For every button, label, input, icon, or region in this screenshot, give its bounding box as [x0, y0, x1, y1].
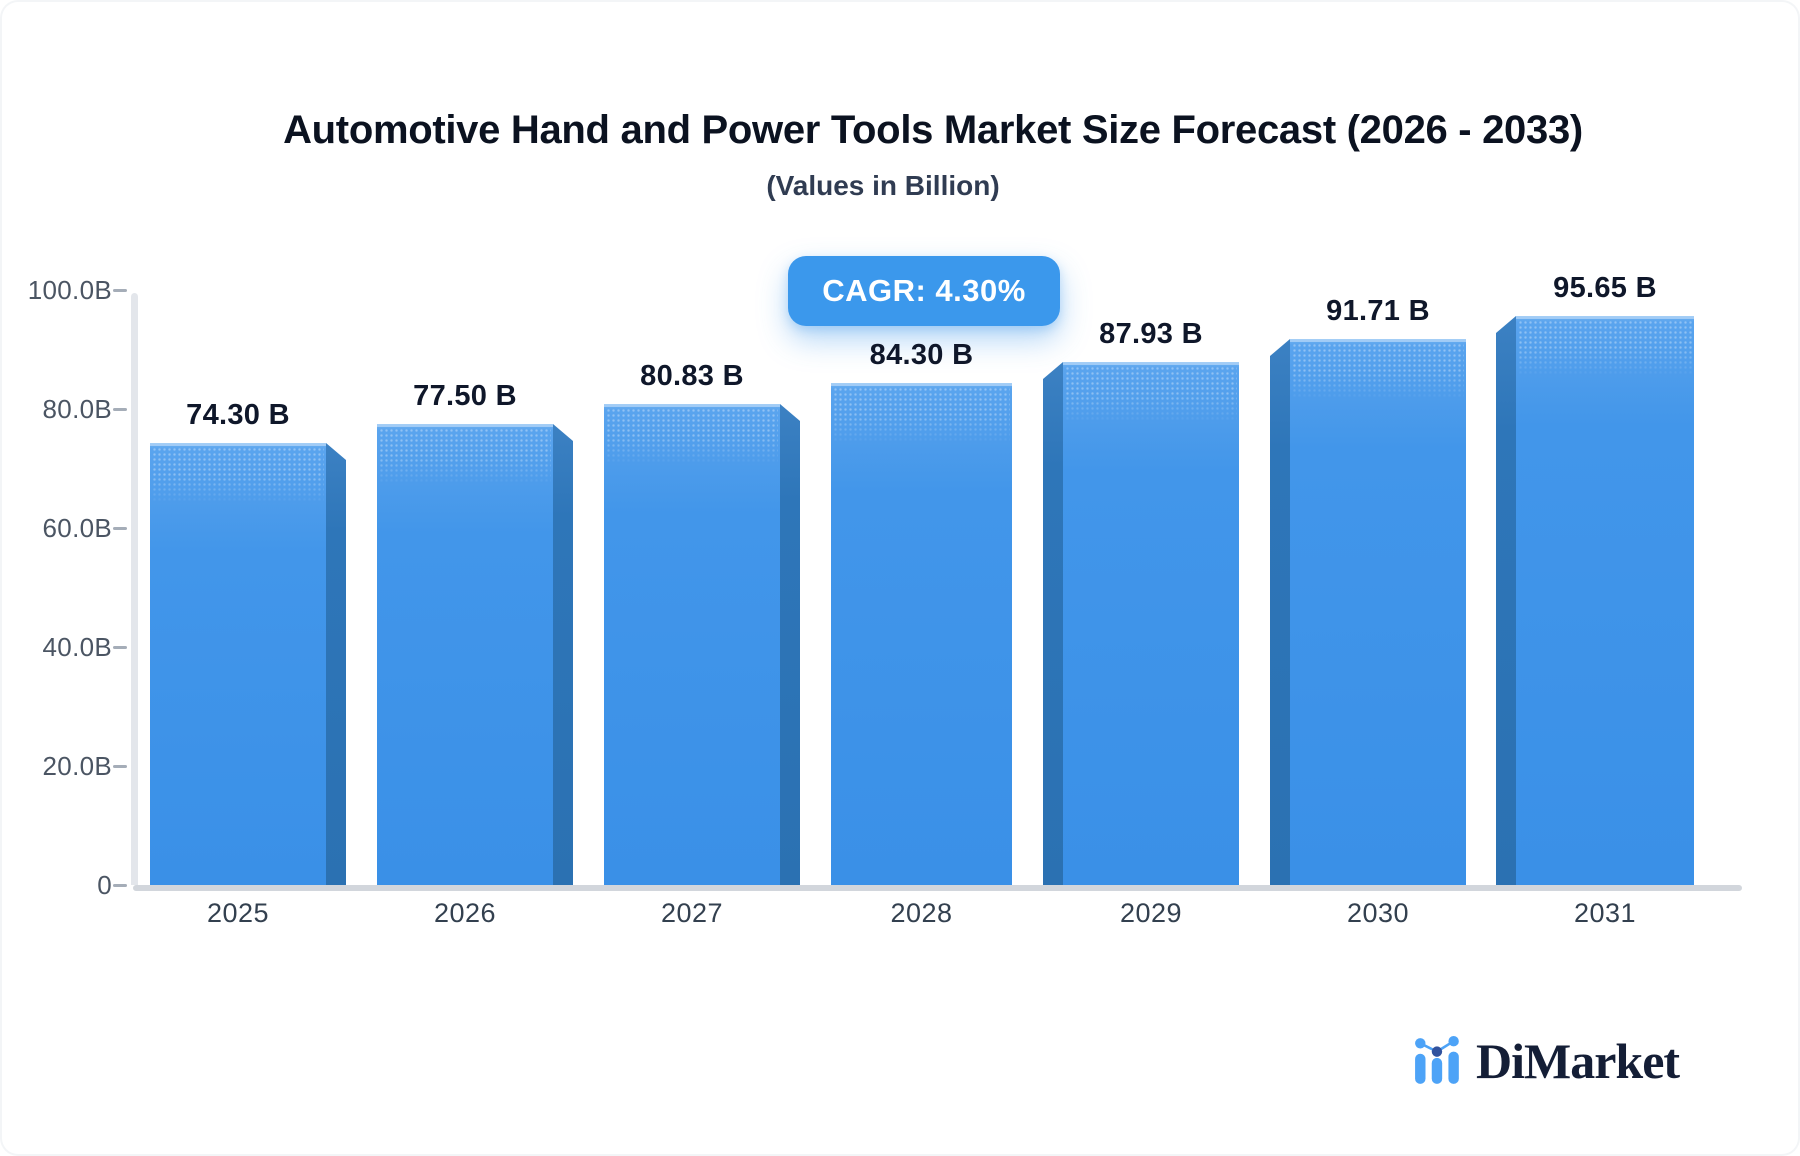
bar-3d-side-2025: [326, 443, 346, 885]
bar-3d-side-2029: [1043, 362, 1063, 885]
bar-gloss-texture: [606, 408, 778, 466]
bar-3d-side-2027: [780, 404, 800, 885]
y-axis-line: [131, 293, 138, 885]
dimarket-bar-chart-icon: [1415, 1036, 1459, 1084]
bar-2026: [377, 424, 553, 885]
bar-gloss-texture: [1065, 366, 1237, 424]
y-axis-tick-label: 60.0B: [42, 513, 112, 543]
y-axis-tick-mark: [113, 884, 127, 887]
x-axis-tick-label-2029: 2029: [1119, 898, 1183, 928]
cagr-badge: CAGR: 4.30%: [788, 256, 1060, 326]
y-axis-tick-mark: [113, 765, 127, 768]
bar-2031: [1516, 316, 1694, 885]
bar-3d-side-2030: [1270, 339, 1290, 885]
y-axis-tick-label: 40.0B: [42, 632, 112, 662]
bar-value-label-2029: 87.93 B: [1099, 318, 1203, 350]
x-axis-tick-label-2026: 2026: [433, 898, 497, 928]
x-axis-tick-label-2027: 2027: [660, 898, 724, 928]
y-axis-tick-label: 100.0B: [27, 275, 112, 305]
bar-2028: [831, 383, 1012, 885]
y-axis-tick-mark: [113, 408, 127, 411]
bar-2027: [604, 404, 780, 885]
brand-logo[interactable]: DiMarket: [1413, 1033, 1680, 1089]
bar-gloss-texture: [833, 387, 1010, 445]
cagr-badge-label: CAGR: 4.30%: [822, 273, 1026, 308]
bar-gloss-texture: [1518, 320, 1692, 378]
x-axis-tick-label-2025: 2025: [206, 898, 270, 928]
y-axis-tick-mark: [113, 527, 127, 530]
bar-2025: [150, 443, 326, 885]
brand-logo-text: DiMarket: [1476, 1033, 1680, 1089]
bar-value-label-2030: 91.71 B: [1326, 295, 1430, 327]
x-axis-tick-label-2031: 2031: [1573, 898, 1637, 928]
x-axis-tick-label-2030: 2030: [1346, 898, 1410, 928]
bar-value-label-2027: 80.83 B: [640, 360, 744, 392]
chart-subtitle: (Values in Billion): [766, 170, 1000, 201]
y-axis-tick-label: 20.0B: [42, 751, 112, 781]
chart-title: Automotive Hand and Power Tools Market S…: [283, 108, 1583, 152]
bar-3d-side-2031: [1496, 316, 1516, 885]
bar-gloss-texture: [152, 447, 324, 505]
y-axis-tick-mark: [113, 646, 127, 649]
x-axis-line: [133, 885, 1742, 891]
bar-value-label-2031: 95.65 B: [1553, 272, 1657, 304]
x-axis-tick-label-2028: 2028: [890, 898, 953, 928]
bar-2029: [1063, 362, 1239, 885]
bar-gloss-texture: [1292, 343, 1464, 401]
bar-value-label-2028: 84.30 B: [869, 339, 974, 371]
bar-2030: [1290, 339, 1466, 885]
y-axis-tick-label: 80.0B: [42, 394, 112, 424]
bar-value-label-2025: 74.30 B: [186, 399, 290, 431]
bar-3d-side-2026: [553, 424, 573, 885]
y-axis-tick-mark: [113, 289, 127, 292]
y-axis-tick-label: 0: [97, 870, 112, 900]
bar-value-label-2026: 77.50 B: [413, 380, 517, 412]
bar-gloss-texture: [379, 428, 551, 486]
